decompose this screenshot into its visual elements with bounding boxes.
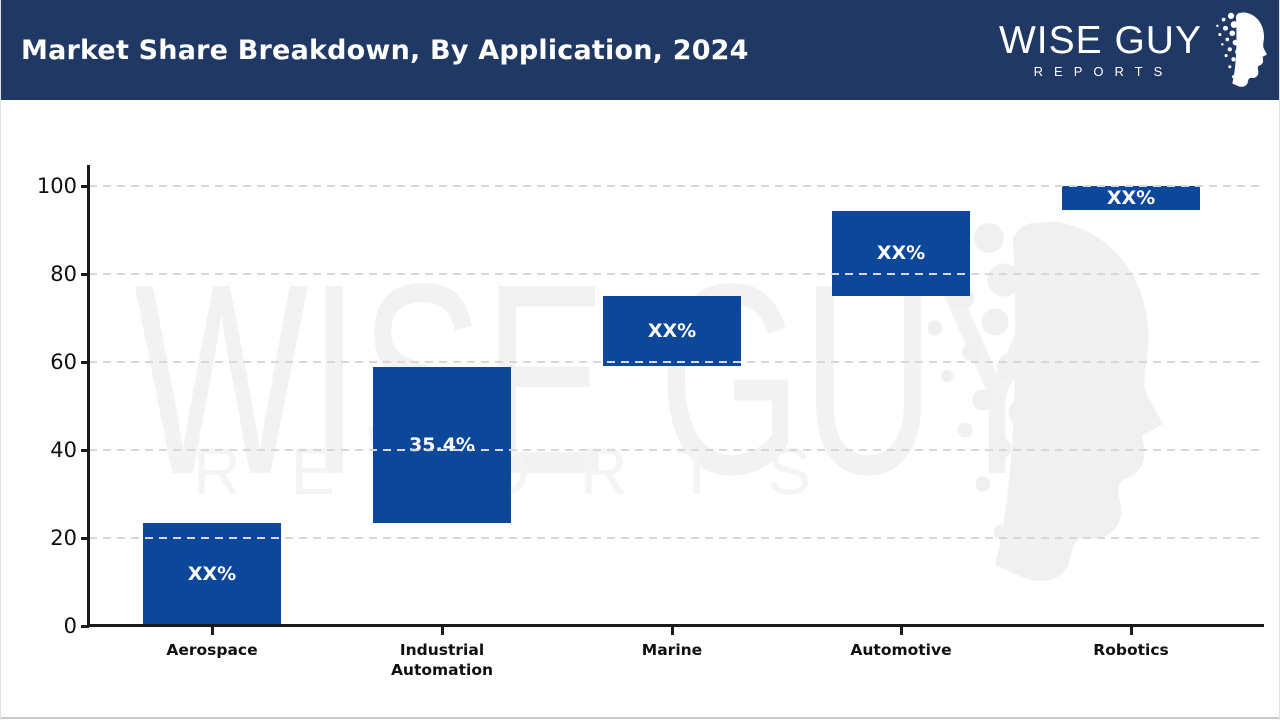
y-tick-label: 60 <box>50 350 77 374</box>
x-tick-mark <box>441 627 444 635</box>
y-tick-mark <box>81 185 89 188</box>
y-tick-mark <box>81 449 89 452</box>
y-tick-label: 0 <box>63 614 77 638</box>
logo-text: WISE GUY REPORTS <box>998 19 1202 80</box>
bar-value-label-marine: XX% <box>647 320 697 343</box>
header-bar: Market Share Breakdown, By Application, … <box>1 0 1279 100</box>
page-title: Market Share Breakdown, By Application, … <box>21 34 749 66</box>
logo-wiseguy-label: WISE GUY <box>998 19 1202 62</box>
y-tick-mark <box>81 537 89 540</box>
bar-value-label-automotive: XX% <box>876 242 926 265</box>
y-tick-mark <box>81 361 89 364</box>
x-tick-label-aerospace: Aerospace <box>166 641 258 659</box>
y-tick-label: 20 <box>50 526 77 550</box>
y-tick-label: 80 <box>50 262 77 286</box>
x-tick-mark <box>211 627 214 635</box>
x-tick-label-robotics: Robotics <box>1093 641 1169 659</box>
bar-automotive: XX% <box>832 210 970 296</box>
gridline-20 <box>89 537 1264 539</box>
gridline-100 <box>89 185 1264 187</box>
x-tick-mark <box>1130 627 1133 635</box>
logo-reports-label: REPORTS <box>1033 64 1174 79</box>
y-tick-mark <box>81 273 89 276</box>
x-tick-label-marine: Marine <box>641 641 703 659</box>
bar-value-label-robotics: XX% <box>1106 187 1156 210</box>
x-tick-mark <box>900 627 903 635</box>
wiseguy-logo: WISE GUY REPORTS <box>999 7 1267 93</box>
gridline-80 <box>89 273 1264 275</box>
x-tick-label-industrial-automation: Industrial Automation <box>390 641 494 679</box>
watermark-reports-text: REPORTS <box>193 434 861 508</box>
bar-aerospace: XX% <box>143 522 281 626</box>
y-tick-label: 40 <box>50 438 77 462</box>
bar-value-label-aerospace: XX% <box>187 563 237 586</box>
bottom-border-rule <box>1 717 1279 719</box>
gridline-60 <box>89 361 1264 363</box>
logo-dot-head-icon <box>1205 7 1267 93</box>
y-tick-mark <box>81 625 89 628</box>
x-tick-mark <box>671 627 674 635</box>
bar-value-label-industrial-automation: 35.4% <box>409 433 475 456</box>
y-axis-line <box>87 165 90 627</box>
y-tick-label: 100 <box>36 174 77 198</box>
bar-robotics: XX% <box>1062 186 1200 211</box>
x-axis-line <box>87 624 1264 627</box>
gridline-40 <box>89 449 1264 451</box>
bar-industrial-automation: 35.4% <box>373 366 511 523</box>
bar-marine: XX% <box>603 296 741 367</box>
x-tick-label-automotive: Automotive <box>850 641 952 659</box>
